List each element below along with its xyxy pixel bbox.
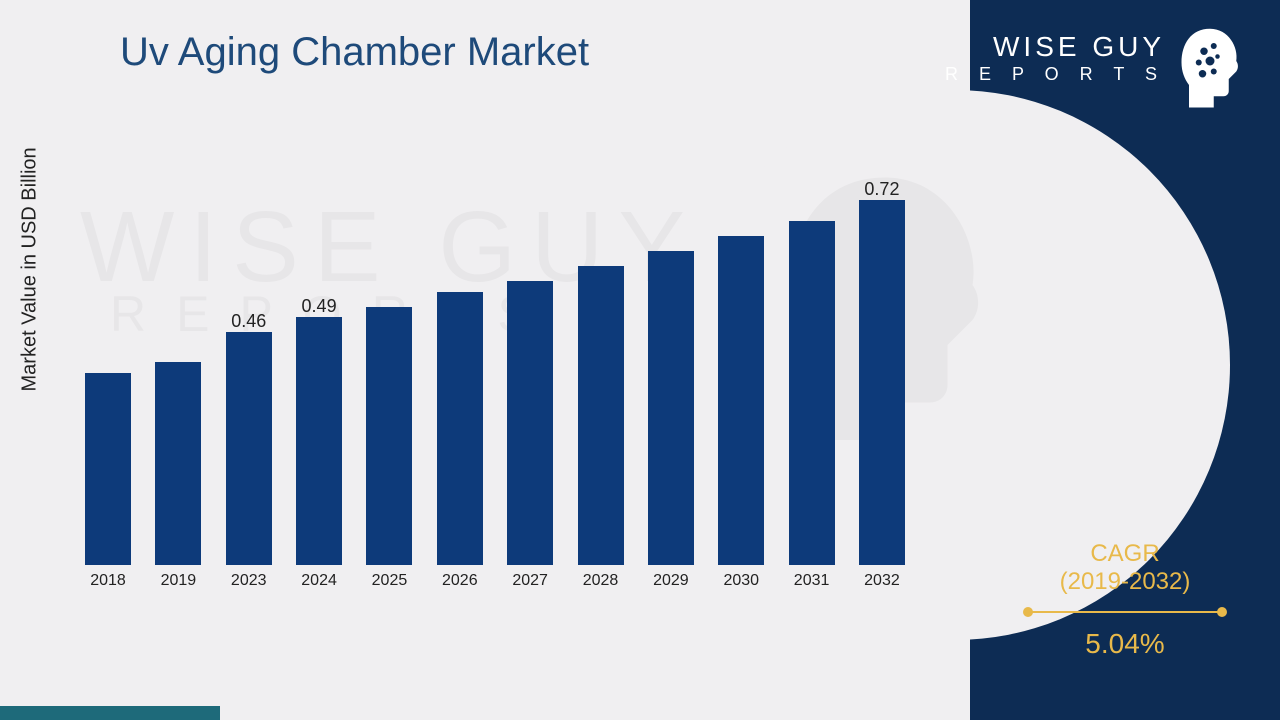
cagr-divider [1025,611,1225,613]
bar [648,251,694,565]
chart-title: Uv Aging Chamber Market [120,30,589,75]
bar-value-label: 0.46 [231,311,266,332]
x-axis-label: 2029 [643,572,699,590]
cagr-years: (2019-2032) [1010,568,1240,596]
x-axis-label: 2019 [150,572,206,590]
bar [789,221,835,565]
cagr-box: CAGR (2019-2032) 5.04% [1010,540,1240,660]
bar [578,266,624,565]
bar-wrap [713,236,769,565]
bar [155,362,201,565]
x-axis-label: 2032 [854,572,910,590]
bar-wrap [432,292,488,565]
bar-wrap: 0.49 [291,317,347,565]
bar [226,332,272,565]
chart-area: 0.460.490.72 201820192023202420252026202… [80,170,910,590]
bar-wrap [784,221,840,565]
bar-wrap [80,373,136,565]
bar [859,200,905,565]
x-labels-container: 2018 2019 2023 2024 2025 2026 2027 2028 2029 2030… [80,572,910,590]
bar-wrap [573,266,629,565]
bottom-accent-bar [0,706,220,720]
bar [366,307,412,565]
bar-wrap: 0.46 [221,332,277,565]
bars-container: 0.460.490.72 [80,170,910,565]
bar-wrap: 0.72 [854,200,910,565]
cagr-value: 5.04% [1010,628,1240,660]
bar-wrap [361,307,417,565]
x-axis-label: 2023 [221,572,277,590]
bar [718,236,764,565]
x-axis-label: 2025 [361,572,417,590]
bar-value-label: 0.49 [302,296,337,317]
bar-value-label: 0.72 [864,179,899,200]
bar-wrap [643,251,699,565]
x-axis-label: 2026 [432,572,488,590]
brand-logo: WISE GUY R E P O R T S [945,30,1250,85]
y-axis-label: Market Value in USD Billion [19,147,42,391]
x-axis-label: 2024 [291,572,347,590]
cagr-label: CAGR [1010,540,1240,568]
bar [507,281,553,565]
x-axis-label: 2027 [502,572,558,590]
bar [85,373,131,565]
logo-head-icon [1170,25,1250,115]
bar-wrap [502,281,558,565]
bar [437,292,483,565]
x-axis-label: 2018 [80,572,136,590]
bar [296,317,342,565]
x-axis-label: 2031 [784,572,840,590]
x-axis-label: 2030 [713,572,769,590]
x-axis-label: 2028 [573,572,629,590]
bar-wrap [150,362,206,565]
